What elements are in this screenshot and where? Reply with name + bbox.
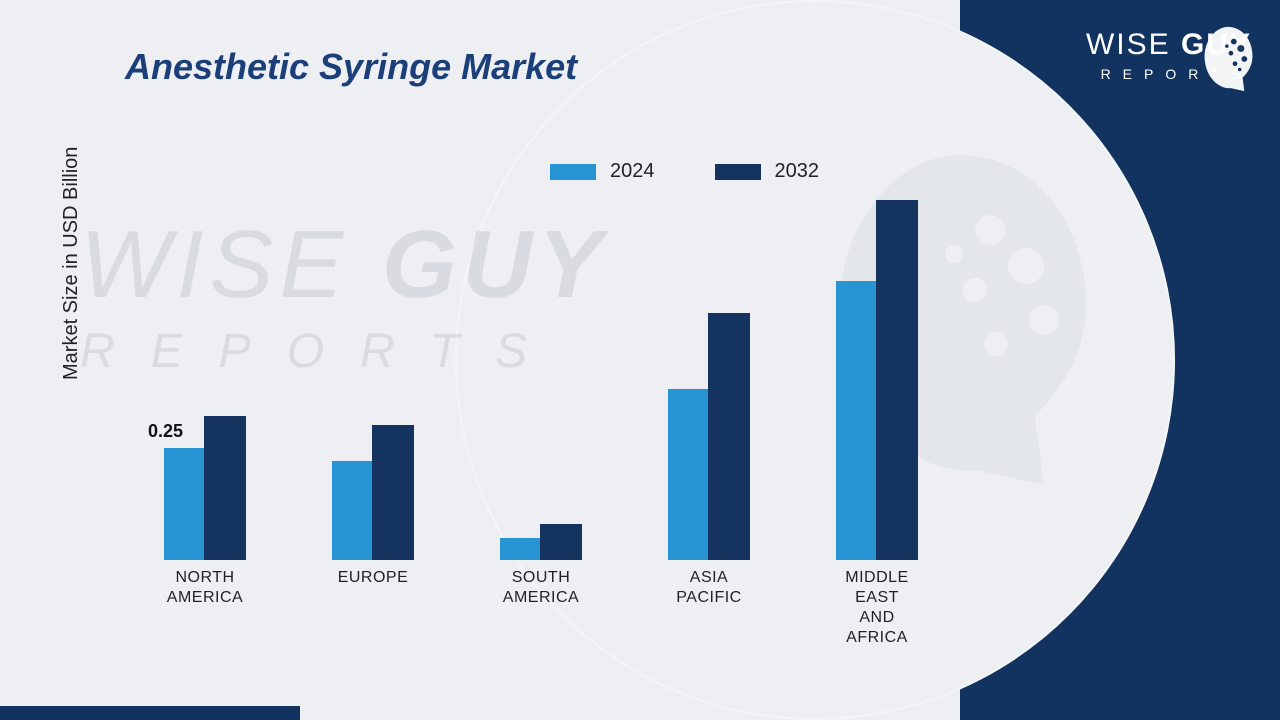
legend-label-2024: 2024: [610, 160, 655, 183]
bar-2032: [204, 416, 246, 560]
category-label: NORTHAMERICA: [125, 568, 285, 608]
category-label: EUROPE: [293, 568, 453, 588]
bar-2032: [708, 313, 750, 561]
category-label: MIDDLEEASTANDAFRICA: [797, 568, 957, 648]
legend-swatch-2032: [715, 164, 761, 180]
legend-item-2032: 2032: [715, 160, 820, 183]
bar-2024: [332, 461, 374, 560]
brand-logo: WISE GUY REPORTS: [1086, 28, 1252, 82]
bar-2024: [164, 448, 206, 561]
category-label: ASIAPACIFIC: [629, 568, 789, 608]
legend-label-2032: 2032: [775, 160, 820, 183]
chart-stage: WISE GUY REPORTS Anesthetic Syringe Mark…: [0, 0, 1280, 720]
footer-accent: [0, 706, 300, 720]
bar-value-label: 0.25: [148, 421, 183, 442]
logo-word1: WISE: [1086, 28, 1171, 61]
bar-2032: [540, 524, 582, 560]
legend-item-2024: 2024: [550, 160, 655, 183]
bar-2024: [500, 538, 542, 561]
legend-swatch-2024: [550, 164, 596, 180]
chart-title: Anesthetic Syringe Market: [125, 46, 577, 88]
y-axis-label: Market Size in USD Billion: [60, 147, 83, 380]
legend: 2024 2032: [550, 160, 819, 183]
bar-2032: [876, 200, 918, 560]
logo-head-icon: [1198, 24, 1258, 94]
bar-2032: [372, 425, 414, 560]
bar-2024: [836, 281, 878, 560]
bar-2024: [668, 389, 710, 560]
plot-area: 0.25NORTHAMERICAEUROPESOUTHAMERICAASIAPA…: [120, 200, 960, 560]
category-label: SOUTHAMERICA: [461, 568, 621, 608]
